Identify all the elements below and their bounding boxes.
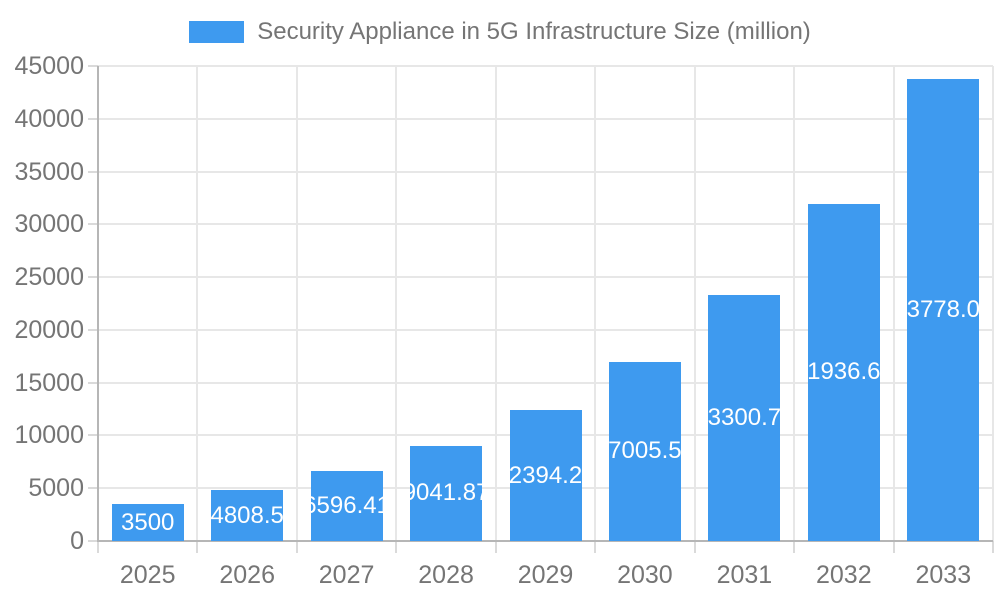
gridline-v [395,66,398,541]
x-axis-line [97,540,993,542]
y-axis-tick [88,276,98,279]
x-axis-label: 2033 [915,561,972,589]
y-axis-tick [88,540,98,542]
gridline-v [594,66,597,541]
legend-swatch-icon [189,21,245,43]
gridline-v [494,66,497,541]
x-axis-tick [97,541,99,553]
y-axis-tick [88,328,98,331]
x-axis-tick [196,541,199,553]
chart-legend[interactable]: Security Appliance in 5G Infrastructure … [0,14,1000,50]
x-axis-label: 2028 [418,561,474,589]
bar-2027[interactable]: 6596.41 [310,471,383,541]
gridline-v [295,66,298,541]
y-axis-tick [88,487,98,490]
gridline-h [98,223,993,226]
bar-value-label: 4808.5 [211,501,284,529]
bar-2030[interactable]: 17005.58 [608,361,681,541]
y-axis-label: 30000 [14,210,84,239]
y-axis-label: 10000 [14,421,84,450]
bar-value-label: 23300.71 [708,404,781,431]
gridline-v [892,66,895,541]
bar-2033[interactable]: 43778.04 [907,78,980,541]
bar-value-label: 6596.41 [311,492,383,520]
x-axis-tick [693,541,696,553]
y-axis-label: 45000 [14,52,84,80]
y-axis-label: 0 [70,527,84,555]
x-axis-label: 2031 [716,561,773,589]
y-axis-label: 25000 [14,263,84,292]
bar-value-label: 17005.58 [608,437,681,465]
bar-2026[interactable]: 4808.5 [211,490,284,541]
x-axis-label: 2029 [517,561,574,589]
y-axis-tick [88,117,98,120]
gridline-h [98,65,993,67]
x-axis-tick [494,541,497,553]
gridline-v [992,66,994,541]
y-axis-label: 15000 [14,368,84,397]
x-axis-tick [395,541,398,553]
y-axis-tick [88,223,98,226]
gridline-h [98,328,993,331]
y-axis-label: 35000 [14,157,84,186]
gridline-h [98,117,993,120]
legend-label: Security Appliance in 5G Infrastructure … [257,18,811,45]
x-axis-label: 2032 [815,561,872,589]
bar-2031[interactable]: 23300.71 [708,295,781,541]
gridline-v [793,66,796,541]
bar-value-label: 3500 [120,508,175,536]
x-axis-label: 2025 [119,561,176,589]
y-axis-tick [88,65,98,67]
gridline-h [98,170,993,173]
y-axis-tick [88,170,98,173]
x-axis-tick [295,541,298,553]
gridline-v [693,66,696,541]
gridline-h [98,276,993,279]
y-axis-label: 5000 [28,474,84,503]
y-axis-label: 40000 [14,104,84,133]
x-axis-tick [892,541,895,553]
x-axis-label: 2026 [219,561,275,589]
y-axis-tick [88,434,98,437]
x-axis-tick [793,541,796,553]
x-axis-tick [594,541,597,553]
bar-value-label: 12394.21 [509,461,582,489]
x-axis-tick [992,541,994,553]
y-axis-label: 20000 [14,315,84,344]
bar-value-label: 31936.65 [807,358,880,386]
bar-2029[interactable]: 12394.21 [509,410,582,541]
gridline-v [196,66,199,541]
bar-2032[interactable]: 31936.65 [807,203,880,541]
x-axis-label: 2030 [617,561,673,589]
y-axis-line [97,66,99,542]
gridline-h [98,381,993,384]
y-axis-tick [88,381,98,384]
x-axis-label: 2027 [318,561,375,589]
bar-value-label: 9041.87 [410,479,482,507]
bar-value-label: 43778.04 [907,295,980,323]
bar-2028[interactable]: 9041.87 [410,445,483,541]
bar-2025[interactable]: 3500 [111,504,184,541]
